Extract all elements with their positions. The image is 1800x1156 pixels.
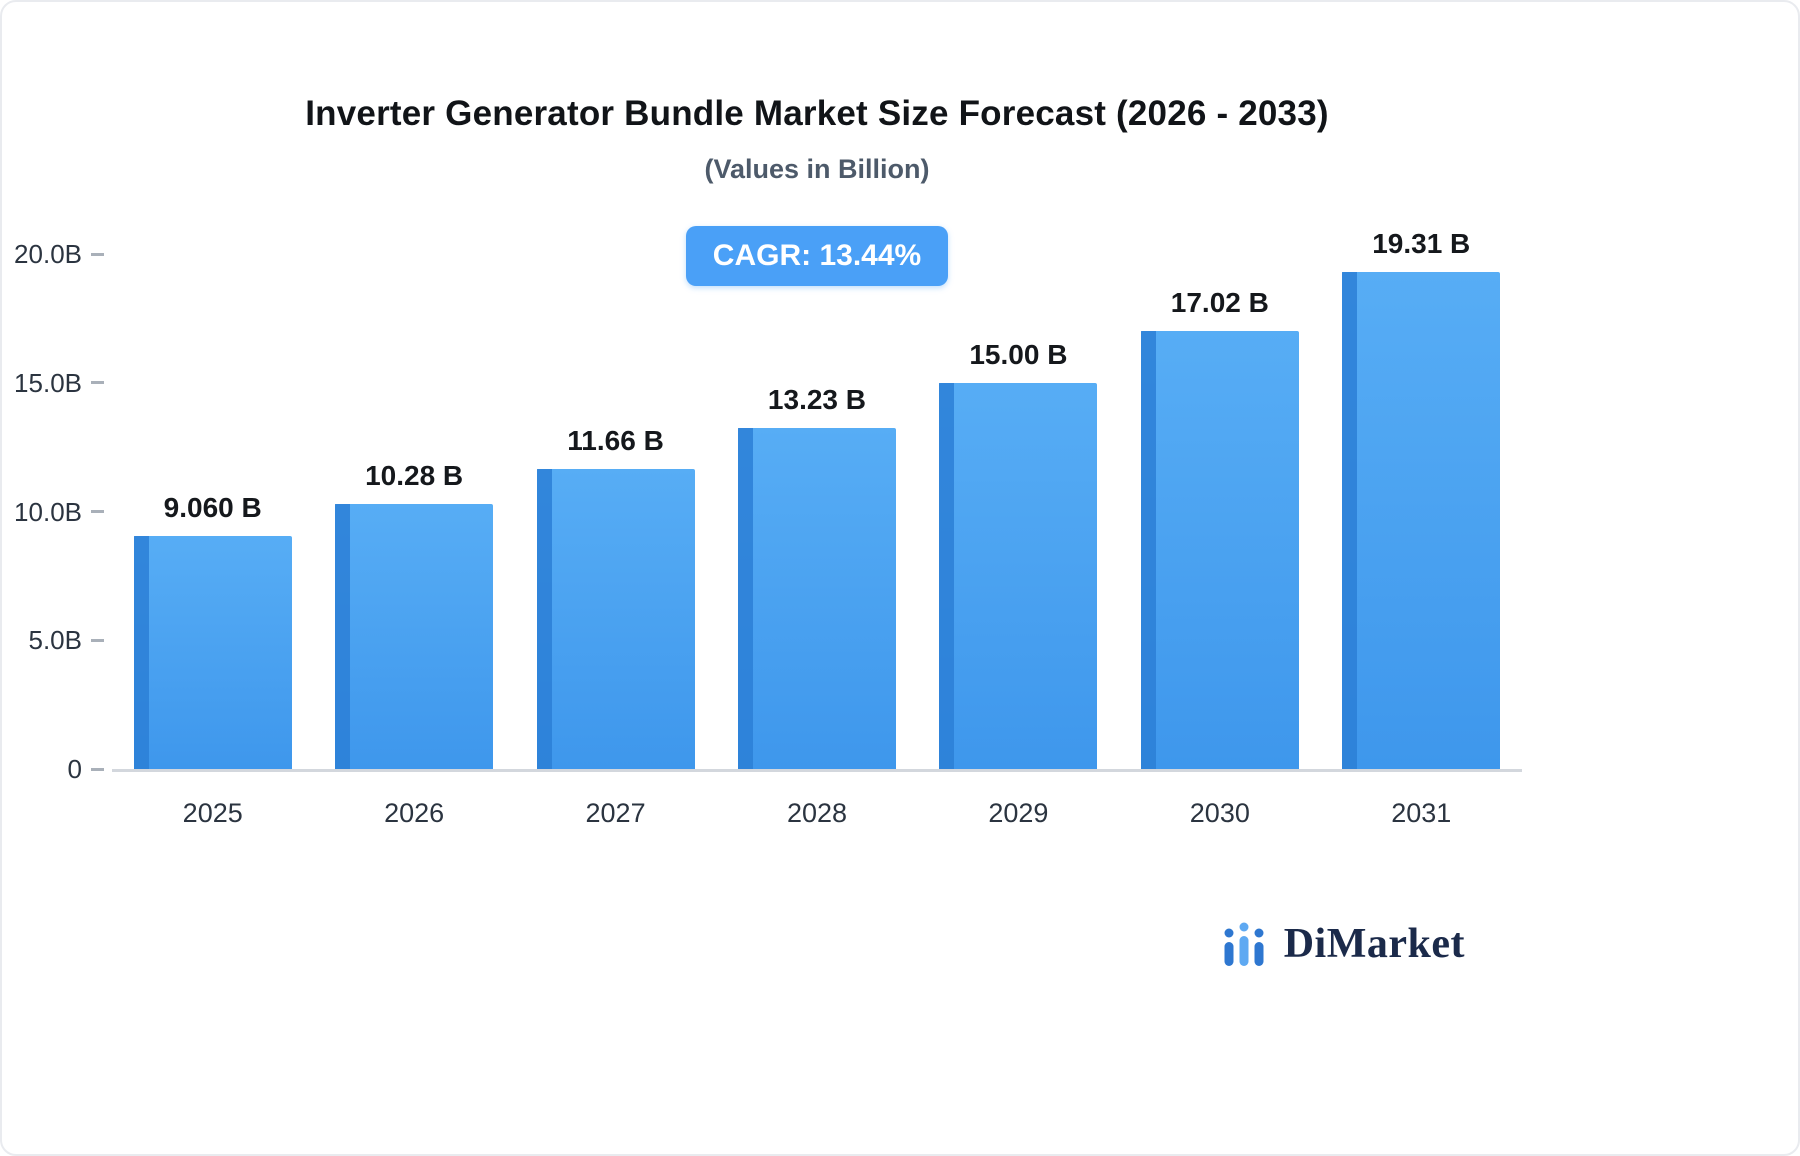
bars: 9.060 B 2025 10.28 B 2026 11.66 B 2027 13.23 B… bbox=[112, 228, 1522, 828]
bar-group: 10.28 B 2026 bbox=[313, 254, 514, 828]
bar: 9.060 B bbox=[133, 492, 292, 770]
brand-logo: DiMarket bbox=[1220, 920, 1465, 968]
bar-value-label: 15.00 B bbox=[969, 338, 1068, 370]
bar-value-label: 11.66 B bbox=[567, 424, 664, 456]
bar-value-label: 9.060 B bbox=[163, 491, 262, 523]
brand-logo-text: DiMarket bbox=[1283, 921, 1465, 967]
chart-subtitle: (Values in Billion) bbox=[704, 154, 930, 184]
x-axis-label: 2028 bbox=[786, 798, 848, 828]
bar-value-label: 19.31 B bbox=[1372, 227, 1471, 259]
badge-row: CAGR: 13.44% bbox=[112, 226, 1522, 286]
bar: 19.31 B bbox=[1342, 228, 1501, 770]
bar-value-label: 13.23 B bbox=[767, 384, 867, 416]
chart-header: Inverter Generator Bundle Market Size Fo… bbox=[112, 94, 1522, 185]
x-axis-label: 2026 bbox=[384, 798, 445, 828]
bar: 17.02 B bbox=[1140, 287, 1299, 770]
bar-group: 17.02 B 2030 bbox=[1119, 254, 1320, 828]
tick-mark bbox=[91, 510, 104, 513]
tick-mark bbox=[91, 767, 104, 771]
bar: 11.66 B bbox=[536, 425, 695, 770]
bar-group: 15.00 B 2029 bbox=[918, 254, 1119, 828]
tick-mark bbox=[91, 252, 104, 256]
x-axis-label: 2029 bbox=[988, 798, 1049, 828]
bar-group: 13.23 B 2028 bbox=[716, 254, 917, 828]
x-axis-label: 2030 bbox=[1189, 798, 1250, 828]
bar-chart-logo-icon bbox=[1224, 922, 1264, 966]
chart-title: Inverter Generator Bundle Market Size Fo… bbox=[305, 94, 1329, 133]
bar-group: 19.31 B 2031 bbox=[1321, 228, 1522, 828]
x-axis-label: 2025 bbox=[182, 798, 243, 828]
bar: 13.23 B bbox=[737, 384, 896, 769]
bar: 15.00 B bbox=[939, 339, 1098, 770]
bar-group: 9.060 B 2025 bbox=[112, 254, 313, 828]
tick-mark bbox=[91, 381, 104, 385]
cagr-badge: CAGR: 13.44% bbox=[685, 226, 949, 286]
x-axis-label: 2031 bbox=[1391, 798, 1452, 828]
bar-group: 11.66 B 2027 bbox=[515, 254, 716, 828]
tick-mark bbox=[91, 638, 104, 642]
bar-value-label: 17.02 B bbox=[1170, 286, 1269, 318]
bar-value-label: 10.28 B bbox=[365, 460, 464, 492]
x-axis-label: 2027 bbox=[585, 798, 646, 828]
bar: 10.28 B bbox=[335, 460, 494, 769]
